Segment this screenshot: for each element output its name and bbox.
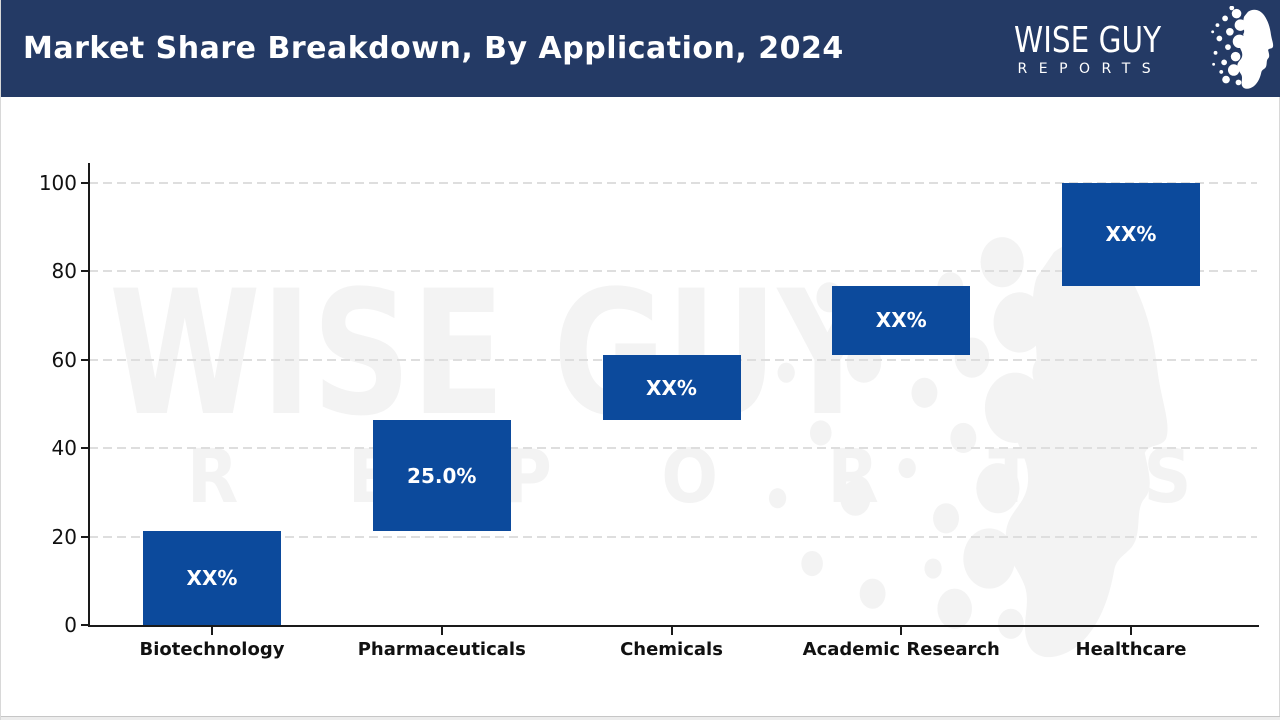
watermark-brand-text: WISE GUY: [109, 253, 878, 454]
y-tick-mark-60: [81, 358, 89, 361]
x-tick-mark-2: [670, 627, 673, 635]
y-tick-mark-20: [81, 535, 89, 538]
gridline-y-80: [89, 270, 1257, 273]
x-category-label-4: Healthcare: [1075, 639, 1187, 660]
y-tick-mark-100: [81, 182, 89, 184]
bar-pharmaceuticals: 25.0%: [372, 420, 511, 531]
x-tick-mark-1: [440, 627, 443, 635]
x-category-label-1: Pharmaceuticals: [357, 639, 526, 660]
wise-guy-logo: WISE GUY REPORTS: [1014, 4, 1276, 94]
y-tick-mark-0: [81, 624, 89, 626]
x-tick-mark-0: [211, 627, 213, 635]
y-tick-mark-40: [81, 447, 89, 450]
dotted-face-logo-icon: [1211, 6, 1274, 89]
logo-name: WISE GUY: [1013, 19, 1161, 61]
gridline-y-100: [89, 182, 1257, 184]
y-tick-label-20: 20: [51, 524, 77, 549]
x-tick-mark-4: [1130, 627, 1132, 635]
y-tick-label-0: 0: [64, 613, 77, 637]
bar-value-label: XX%: [875, 308, 927, 333]
gridline-y-40: [89, 447, 1257, 450]
x-category-label-2: Chemicals: [620, 639, 723, 660]
y-axis-line: [88, 163, 90, 627]
chart-title: Market Share Breakdown, By Application, …: [23, 31, 844, 66]
x-category-label-0: Biotechnology: [139, 639, 285, 660]
bar-chemicals: XX%: [602, 355, 741, 421]
y-tick-label-80: 80: [51, 259, 77, 284]
bar-healthcare: XX%: [1062, 183, 1200, 286]
chart-plot-area: 0 20 40 60 80 100 XX% Biotechnology 25.0% Pharmac…: [1, 97, 1280, 716]
bar-value-label: 25.0%: [407, 463, 477, 488]
bar-value-label: XX%: [1105, 222, 1157, 247]
bar-biotechnology: XX%: [143, 530, 281, 625]
x-tick-mark-3: [900, 627, 903, 635]
x-axis-line: [88, 625, 1259, 627]
logo-subtitle: REPORTS: [1017, 60, 1163, 77]
logo-text: WISE GUY REPORTS: [1013, 19, 1194, 77]
y-tick-mark-80: [81, 270, 89, 273]
gridline-y-20: [89, 535, 1257, 538]
y-tick-label-100: 100: [38, 171, 77, 195]
bottom-divider: [1, 716, 1280, 720]
y-tick-label-60: 60: [51, 347, 77, 372]
header-bar: Market Share Breakdown, By Application, …: [1, 0, 1280, 97]
bar-value-label: XX%: [186, 565, 238, 590]
bar-value-label: XX%: [646, 375, 697, 400]
bar-academic-research: XX%: [832, 285, 971, 356]
x-category-label-3: Academic Research: [802, 639, 1000, 660]
watermark-dotted-face: [768, 237, 1168, 658]
y-tick-label-40: 40: [51, 436, 77, 461]
